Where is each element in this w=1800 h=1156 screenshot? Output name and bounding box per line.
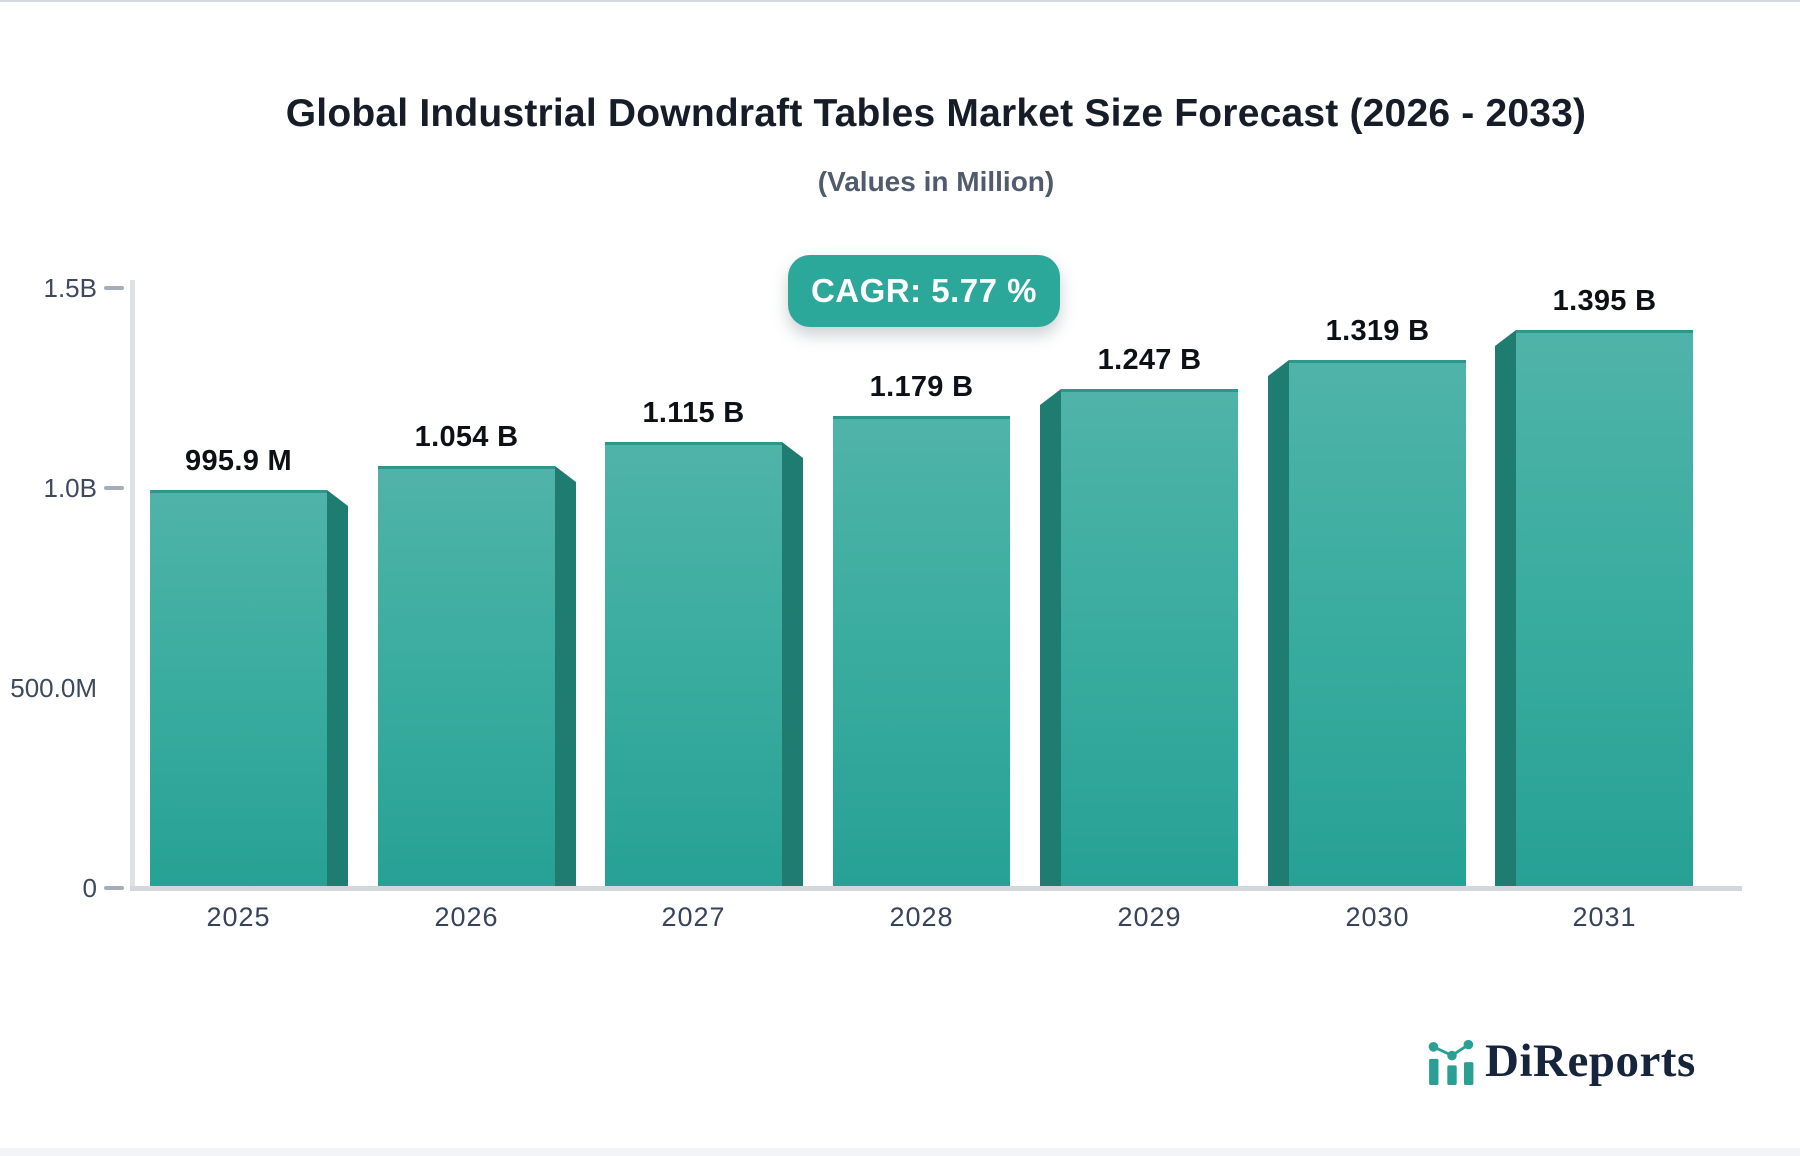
bar-2030 — [1289, 360, 1466, 886]
bar-2027 — [605, 442, 782, 886]
bar-2025 — [150, 490, 327, 886]
y-axis-label: 1.0B — [43, 473, 98, 503]
x-axis-label: 2029 — [1117, 902, 1182, 932]
bar-3d-side — [1040, 389, 1061, 886]
x-axis-label: 2027 — [661, 902, 726, 932]
y-axis-label: 1.5B — [43, 273, 98, 303]
cagr-badge: CAGR: 5.77 % — [788, 255, 1060, 327]
x-axis-label: 2030 — [1345, 902, 1410, 932]
bar-2031 — [1516, 330, 1693, 886]
bar-value-label: 1.115 B — [642, 397, 745, 429]
y-axis-tick — [104, 886, 124, 890]
bar-3d-side — [327, 490, 348, 886]
bar-value-label: 1.319 B — [1325, 315, 1430, 347]
bar-value-label: 1.395 B — [1552, 285, 1657, 317]
bar-2028 — [833, 416, 1010, 886]
brand-logo: DiReports — [1428, 1036, 1696, 1086]
x-axis-label: 2026 — [434, 902, 499, 932]
bar-3d-side — [1268, 360, 1289, 886]
bar-value-label: 995.9 M — [185, 445, 292, 477]
page-bottom-border — [0, 1148, 1800, 1156]
bar-3d-side — [782, 442, 803, 886]
x-axis-label: 2025 — [206, 902, 271, 932]
chart-subtitle: (Values in Million) — [817, 166, 1055, 197]
y-axis-label: 500.0M — [10, 673, 97, 703]
y-axis-line — [130, 280, 135, 891]
y-axis-tick — [104, 286, 124, 290]
bar-chart-trend-icon — [1428, 1039, 1474, 1085]
brand-name: DiReports — [1485, 1035, 1696, 1087]
y-axis-label: 0 — [82, 873, 97, 903]
bar-3d-side — [1495, 330, 1516, 886]
bar-value-label: 1.247 B — [1097, 344, 1202, 376]
x-axis-label: 2028 — [889, 902, 954, 932]
bar-2026 — [378, 466, 555, 886]
bar-3d-side — [555, 466, 576, 886]
x-axis-line — [130, 886, 1742, 891]
bar-value-label: 1.054 B — [414, 421, 519, 453]
x-axis-label: 2031 — [1572, 902, 1637, 932]
page-top-border — [0, 0, 1800, 2]
y-axis-tick — [104, 486, 124, 490]
chart-title: Global Industrial Downdraft Tables Marke… — [285, 92, 1587, 135]
bar-2029 — [1061, 389, 1238, 886]
bar-value-label: 1.179 B — [869, 371, 974, 403]
